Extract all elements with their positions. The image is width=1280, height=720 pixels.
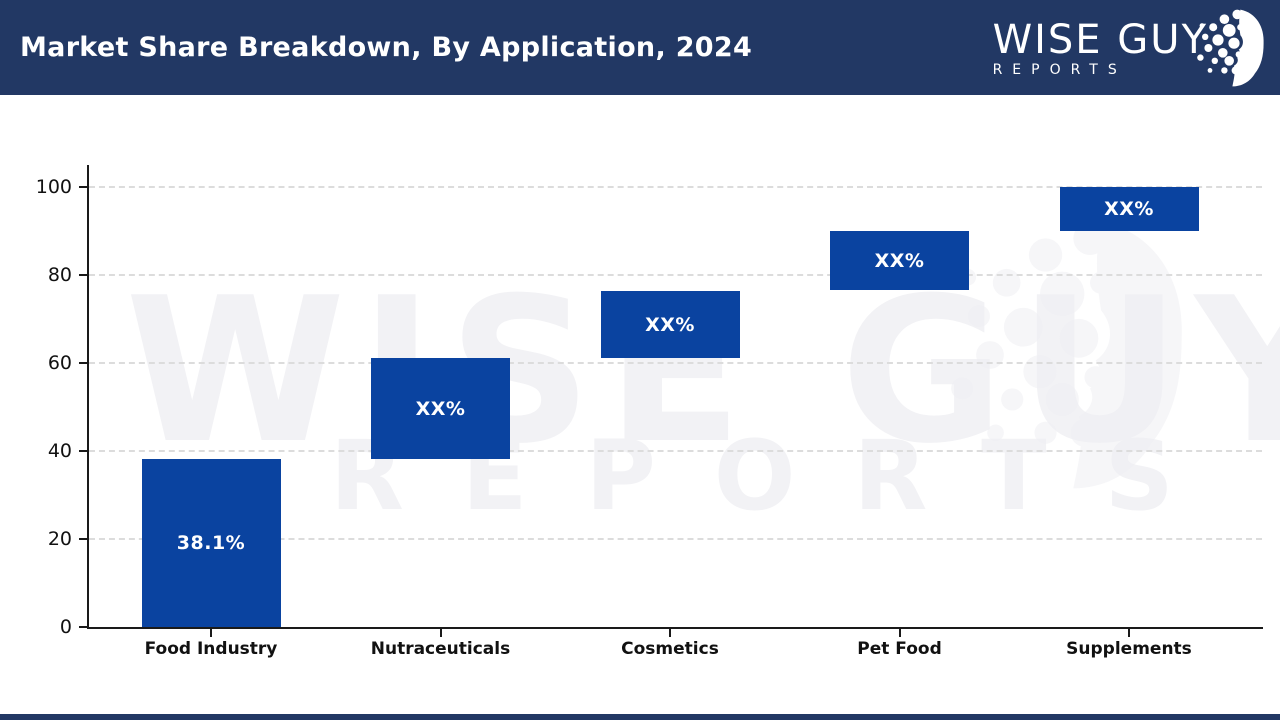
bar-value-label: XX%	[415, 397, 466, 420]
x-tick-4	[1128, 629, 1130, 637]
bar-supplements: XX%	[1059, 187, 1199, 231]
y-tick-label-100: 100	[35, 176, 72, 198]
y-tick-label-20: 20	[47, 528, 72, 550]
y-tick-60	[79, 362, 88, 364]
bar-food-industry: 38.1%	[141, 459, 281, 627]
x-axis-line	[87, 627, 1263, 629]
x-axis-label-food-industry: Food Industry	[144, 639, 278, 659]
gridline-20	[89, 538, 1262, 540]
gridline-80	[89, 274, 1262, 276]
bar-value-label: XX%	[1104, 198, 1154, 220]
x-axis-label-cosmetics: Cosmetics	[621, 639, 719, 659]
x-axis-label-supplements: Supplements	[1066, 639, 1192, 659]
bar-value-label: XX%	[874, 249, 925, 272]
x-tick-1	[439, 629, 442, 637]
x-tick-0	[210, 629, 212, 637]
bar-value-label: XX%	[645, 313, 695, 336]
bar-cosmetics: XX%	[600, 291, 740, 359]
y-tick-label-40: 40	[47, 440, 72, 462]
x-axis-label-nutraceuticals: Nutraceuticals	[370, 639, 511, 659]
y-tick-80	[79, 274, 88, 276]
y-axis-line	[87, 165, 89, 629]
y-tick-40	[79, 450, 88, 452]
x-axis-label-pet-food: Pet Food	[857, 639, 942, 659]
gridline-60	[89, 362, 1262, 364]
x-tick-2	[669, 629, 671, 637]
y-tick-100	[79, 186, 88, 188]
footer-band	[0, 714, 1280, 720]
x-tick-3	[898, 629, 901, 637]
y-tick-label-80: 80	[47, 264, 72, 286]
logo-text: WISE GUY REPORTS	[993, 18, 1208, 78]
logo-wordmark: WISE GUY	[992, 17, 1208, 63]
y-tick-20	[79, 538, 88, 540]
y-tick-label-0: 0	[59, 616, 72, 638]
bar-pet-food: XX%	[830, 231, 969, 291]
chart-title: Market Share Breakdown, By Application, …	[20, 32, 753, 63]
wise-guy-logo: WISE GUY REPORTS	[993, 8, 1266, 88]
gridline-100	[89, 186, 1262, 188]
watermark-face-icon	[951, 221, 1182, 489]
bar-nutraceuticals: XX%	[371, 358, 510, 460]
logo-subtitle: REPORTS	[992, 62, 1127, 78]
logo-face-icon	[1197, 9, 1264, 87]
gridline-40	[89, 450, 1262, 452]
y-tick-label-60: 60	[47, 352, 72, 374]
header-band: Market Share Breakdown, By Application, …	[0, 0, 1280, 95]
y-tick-0	[79, 626, 88, 628]
bar-value-label: 38.1%	[176, 532, 246, 555]
